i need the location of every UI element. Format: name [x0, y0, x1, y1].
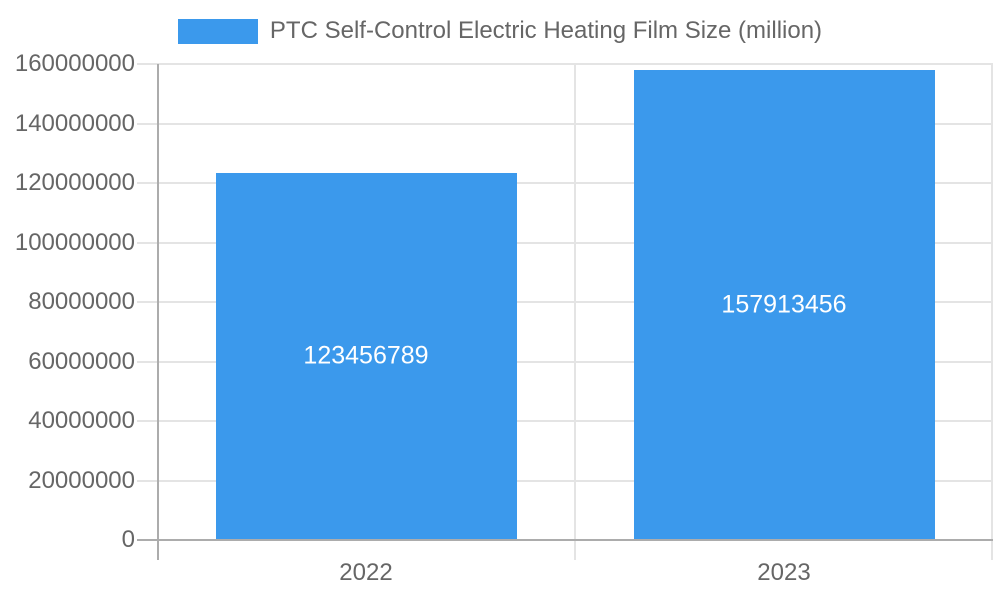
- y-tick-label: 0: [121, 526, 135, 553]
- h-gridline: [137, 63, 993, 65]
- h-gridline: [137, 420, 993, 422]
- y-axis-line: [157, 64, 159, 560]
- bar-value-label: 123456789: [303, 341, 429, 370]
- y-tick-label: 80000000: [28, 288, 135, 315]
- bar-2022[interactable]: [215, 172, 517, 540]
- y-tick-label: 140000000: [14, 109, 135, 137]
- y-tick-label: 20000000: [28, 466, 135, 494]
- y-tick-label: 60000000: [28, 347, 135, 375]
- bar-value-label: 157913456: [721, 290, 847, 319]
- h-gridline: [137, 360, 993, 363]
- y-tick-label: 120000000: [14, 169, 135, 196]
- plot-area: 0 20000000 40000000 60000000 80000000 1000000…: [15, 52, 993, 586]
- h-gridline: [137, 122, 993, 125]
- h-gridline: [137, 301, 993, 303]
- y-tick-label: 40000000: [28, 407, 135, 434]
- x-tick-label: 2022: [339, 559, 393, 586]
- y-tick-label: 160000000: [14, 50, 135, 77]
- h-gridline: [137, 241, 993, 244]
- h-gridline: [137, 479, 993, 482]
- x-tick-label: 2023: [757, 559, 811, 586]
- legend-swatch-icon: [177, 18, 258, 44]
- y-tick-label: 100000000: [14, 228, 135, 256]
- bar-2023[interactable]: [633, 70, 935, 540]
- legend-label: PTC Self-Control Electric Heating Film S…: [269, 17, 823, 44]
- category-boundary-line: [574, 64, 576, 560]
- h-gridline: [137, 182, 993, 184]
- chart-legend[interactable]: PTC Self-Control Electric Heating Film S…: [0, 17, 1000, 45]
- x-axis-line: [137, 539, 993, 541]
- category-boundary-line: [991, 64, 993, 560]
